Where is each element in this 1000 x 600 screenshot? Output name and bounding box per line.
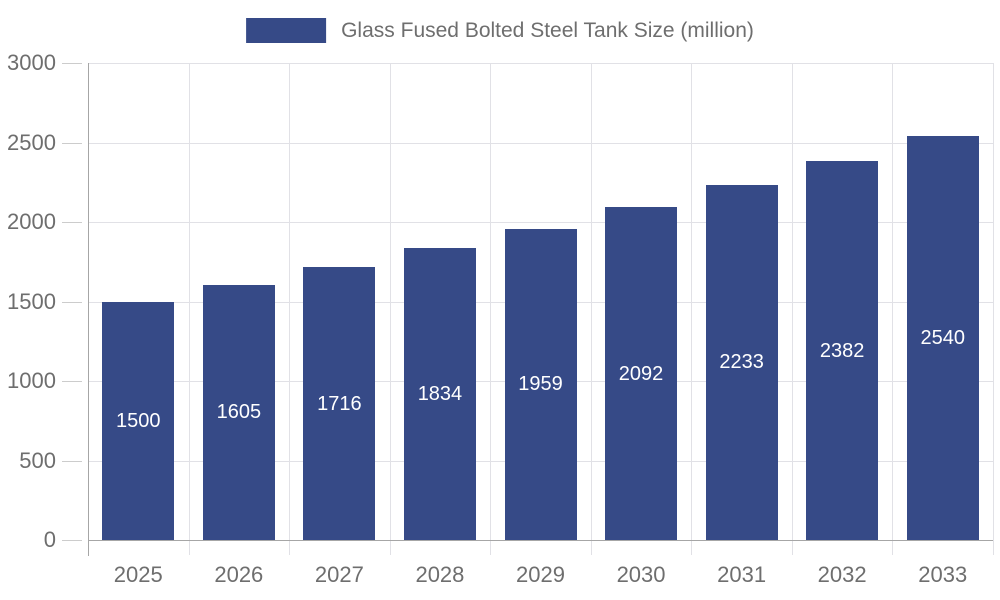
bar-2027[interactable] — [303, 267, 376, 540]
y-axis-tick — [62, 142, 82, 144]
bar-value-label: 1834 — [417, 383, 463, 406]
bar-value-label: 2233 — [719, 351, 764, 374]
x-axis-tick-label: 2026 — [214, 562, 264, 587]
legend-item[interactable]: Glass Fused Bolted Steel Tank Size (mill… — [246, 18, 754, 43]
x-gridline — [791, 63, 793, 555]
y-axis-tick-label: 1000 — [7, 368, 56, 393]
y-axis-tick — [62, 381, 82, 382]
bar-value-label: 1605 — [216, 401, 262, 424]
x-gridline — [590, 63, 592, 555]
bar-2029[interactable] — [504, 228, 577, 540]
bar-value-label: 1716 — [317, 392, 362, 415]
x-gridline — [289, 63, 291, 555]
bar-2033[interactable] — [906, 136, 979, 540]
x-axis-line — [88, 540, 993, 541]
bar-value-label: 2382 — [819, 339, 865, 362]
y-gridline — [88, 63, 993, 64]
x-axis-tick-label: 2027 — [314, 562, 364, 587]
y-axis-tick — [62, 540, 82, 541]
bar-2026[interactable] — [202, 284, 275, 540]
x-axis-tick-label: 2031 — [717, 562, 767, 587]
bar-value-label: 2540 — [920, 327, 965, 350]
y-axis-tick-label: 2500 — [7, 129, 56, 155]
legend-swatch — [246, 18, 327, 43]
y-axis-tick-label: 1500 — [7, 288, 56, 314]
y-axis-tick-label: 2000 — [7, 209, 56, 234]
x-axis-tick-label: 2025 — [113, 562, 163, 587]
x-gridline — [490, 63, 492, 555]
y-gridline — [88, 142, 993, 144]
x-gridline — [389, 63, 391, 555]
y-gridline — [88, 222, 993, 223]
x-gridline — [691, 63, 693, 555]
legend-label: Glass Fused Bolted Steel Tank Size (mill… — [341, 18, 754, 42]
bar-value-label: 1959 — [518, 373, 563, 396]
x-gridline — [993, 63, 994, 555]
bar-2030[interactable] — [605, 207, 678, 540]
bar-2028[interactable] — [403, 248, 476, 540]
x-axis-tick-label: 2033 — [918, 562, 968, 587]
x-gridline — [892, 63, 894, 555]
plot-area: 0 500 1000 1500 2000 2500 3000 1500 2025 1605 2026… — [7, 52, 994, 587]
y-axis-tick — [62, 222, 82, 223]
x-axis-tick-label: 2030 — [616, 562, 666, 587]
y-axis-line — [88, 63, 89, 556]
bar-value-label: 2092 — [618, 362, 664, 385]
bar-value-label: 1500 — [116, 409, 161, 432]
bar-2031[interactable] — [705, 184, 778, 540]
x-gridline — [188, 63, 190, 555]
y-axis-tick-label: 500 — [19, 447, 56, 473]
y-axis-tick — [62, 63, 82, 64]
y-axis-tick-label: 0 — [43, 527, 56, 552]
bar-2025[interactable] — [102, 301, 175, 540]
x-axis-tick-label: 2032 — [817, 562, 867, 587]
x-axis-tick-label: 2028 — [415, 562, 465, 587]
y-axis-tick-label: 3000 — [7, 50, 56, 75]
x-axis-tick-label: 2029 — [516, 562, 565, 587]
y-axis-tick — [62, 460, 82, 462]
y-axis-tick — [62, 301, 82, 303]
bar-2032[interactable] — [806, 161, 879, 540]
